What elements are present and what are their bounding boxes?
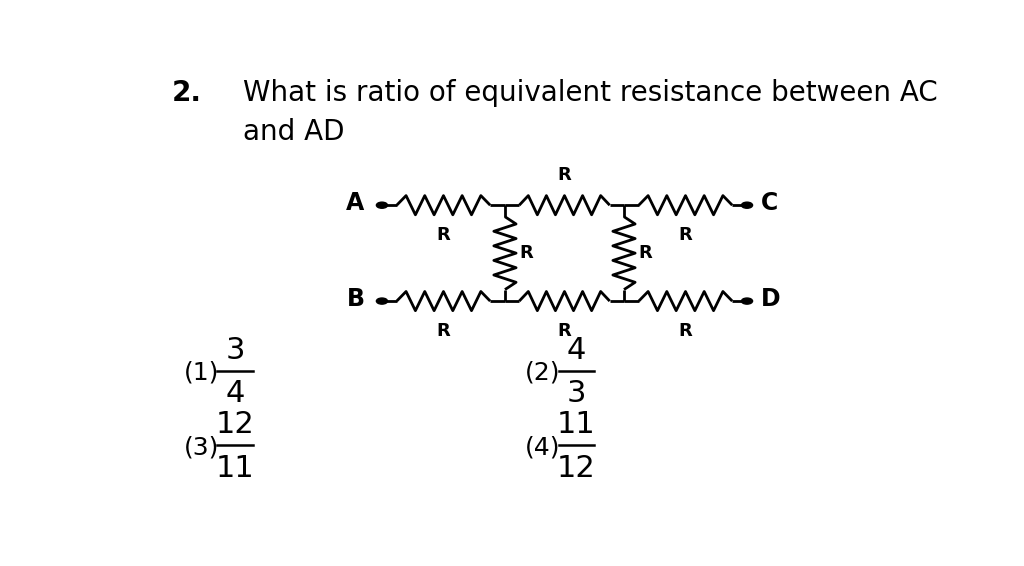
Text: (2): (2) bbox=[524, 361, 560, 385]
Text: D: D bbox=[761, 288, 781, 311]
Text: 11: 11 bbox=[216, 453, 255, 482]
Circle shape bbox=[377, 202, 387, 208]
Circle shape bbox=[377, 298, 387, 304]
Text: R: R bbox=[679, 322, 692, 340]
Text: R: R bbox=[558, 166, 571, 185]
Text: (1): (1) bbox=[183, 361, 219, 385]
Text: R: R bbox=[638, 244, 652, 262]
Text: 2.: 2. bbox=[172, 79, 202, 107]
Text: A: A bbox=[346, 191, 365, 216]
Text: R: R bbox=[558, 322, 571, 340]
Text: R: R bbox=[436, 322, 451, 340]
Circle shape bbox=[741, 202, 753, 208]
Text: 4: 4 bbox=[225, 379, 245, 409]
Circle shape bbox=[741, 298, 753, 304]
Text: R: R bbox=[436, 226, 451, 244]
Text: C: C bbox=[761, 191, 778, 216]
Text: R: R bbox=[679, 226, 692, 244]
Text: 3: 3 bbox=[225, 336, 245, 365]
Text: 3: 3 bbox=[566, 379, 586, 409]
Text: 11: 11 bbox=[557, 410, 596, 439]
Text: What is ratio of equivalent resistance between AC
and AD: What is ratio of equivalent resistance b… bbox=[243, 79, 938, 146]
Text: R: R bbox=[519, 244, 534, 262]
Text: 4: 4 bbox=[566, 336, 586, 365]
Text: 12: 12 bbox=[557, 453, 596, 482]
Text: (4): (4) bbox=[524, 435, 560, 459]
Text: 12: 12 bbox=[216, 410, 255, 439]
Text: (3): (3) bbox=[183, 435, 219, 459]
Text: B: B bbox=[346, 288, 365, 311]
